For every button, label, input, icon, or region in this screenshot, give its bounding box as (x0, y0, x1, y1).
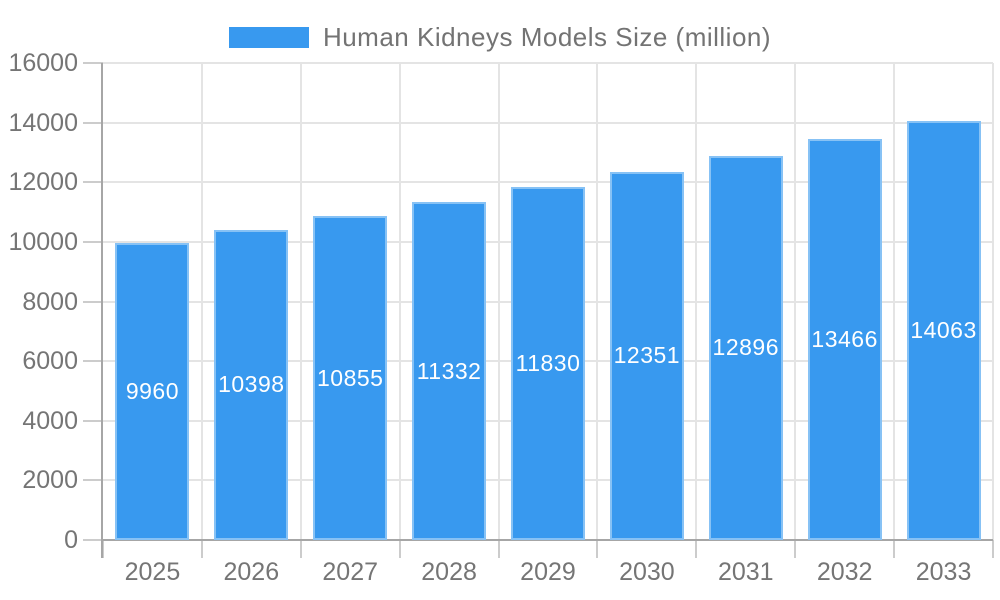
x-tick-mark (398, 540, 401, 558)
y-tick-label: 14000 (8, 108, 78, 137)
x-tick-mark (794, 540, 797, 558)
bar-value-label: 13466 (811, 325, 878, 352)
y-tick-label: 0 (64, 526, 78, 554)
bar-value-label: 12896 (712, 334, 779, 361)
x-tick-label: 2032 (816, 558, 873, 586)
gridline-horizontal (103, 121, 993, 124)
bar: 9960 (115, 243, 190, 540)
bar: 10398 (214, 230, 289, 540)
bar: 13466 (807, 138, 882, 540)
bar: 10855 (313, 216, 388, 540)
x-axis-line (101, 539, 993, 541)
y-tick-mark (83, 62, 103, 64)
gridline-vertical (992, 63, 994, 540)
y-tick-label: 4000 (22, 406, 78, 435)
x-tick-label: 2031 (717, 558, 774, 586)
y-tick-mark (83, 300, 103, 303)
y-tick-label: 16000 (8, 49, 78, 77)
y-tick-mark (83, 360, 103, 363)
y-tick-mark (83, 240, 103, 243)
x-tick-mark (200, 540, 203, 558)
y-axis-line (101, 63, 103, 558)
x-tick-mark (893, 540, 896, 558)
x-tick-label: 2030 (619, 558, 675, 586)
gridline-horizontal (103, 62, 993, 64)
bar-value-label: 10398 (218, 371, 285, 398)
x-tick-label: 2027 (322, 558, 379, 586)
gridline-vertical (299, 63, 302, 540)
y-tick-label: 12000 (8, 168, 78, 197)
gridline-vertical (200, 63, 203, 540)
chart-legend: Human Kidneys Models Size (million) (0, 22, 1000, 53)
gridline-vertical (695, 63, 698, 540)
y-tick-mark (83, 181, 103, 184)
y-tick-label: 6000 (22, 347, 78, 376)
bar: 14063 (906, 120, 981, 540)
bar-value-label: 14063 (910, 316, 977, 343)
x-tick-mark (695, 540, 698, 558)
gridline-vertical (596, 63, 599, 540)
bar: 12351 (609, 171, 684, 540)
bar: 12896 (708, 155, 783, 540)
y-tick-label: 10000 (8, 227, 78, 256)
x-tick-mark (102, 540, 104, 558)
bar-value-label: 9960 (125, 378, 180, 405)
x-tick-label: 2026 (223, 558, 280, 586)
legend-swatch (228, 27, 309, 48)
x-tick-mark (299, 540, 302, 558)
y-tick-label: 2000 (22, 466, 78, 495)
bar-value-label: 12351 (613, 342, 681, 369)
x-tick-label: 2033 (915, 558, 972, 586)
gridline-horizontal (103, 181, 993, 184)
gridline-vertical (794, 63, 797, 540)
gridline-vertical (398, 63, 401, 540)
x-tick-mark (596, 540, 599, 558)
y-tick-label: 8000 (22, 287, 78, 316)
y-tick-mark (83, 121, 103, 124)
gridline-vertical (893, 63, 896, 540)
bar-value-label: 11332 (416, 357, 482, 384)
legend-label: Human Kidneys Models Size (million) (322, 22, 772, 52)
bar-value-label: 10855 (316, 364, 384, 391)
bar: 11830 (511, 187, 585, 540)
y-tick-mark (83, 539, 103, 541)
y-tick-mark (83, 479, 103, 482)
x-tick-label: 2028 (421, 558, 477, 586)
bar-value-label: 11830 (515, 350, 581, 377)
gridline-vertical (497, 63, 500, 540)
x-tick-label: 2029 (520, 558, 576, 586)
x-tick-mark (497, 540, 500, 558)
bar: 11332 (412, 202, 487, 540)
x-tick-label: 2025 (124, 558, 181, 586)
x-tick-mark (992, 540, 994, 558)
y-tick-mark (83, 419, 103, 422)
